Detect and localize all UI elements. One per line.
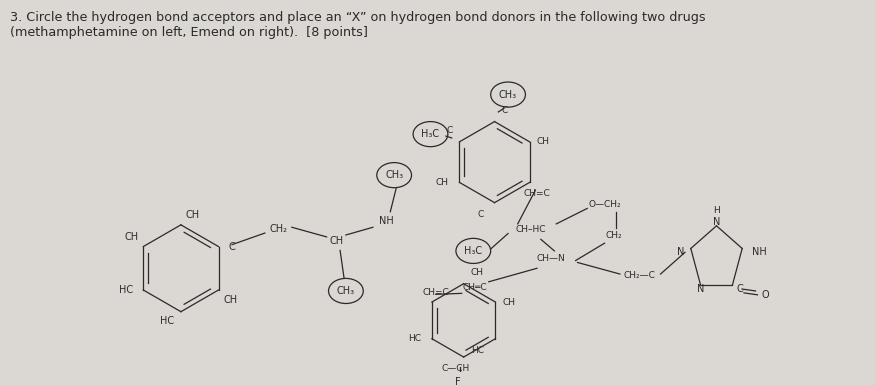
Text: NH: NH xyxy=(379,216,394,226)
Text: F: F xyxy=(455,377,460,385)
Text: C: C xyxy=(228,241,235,251)
Text: CH=C: CH=C xyxy=(423,288,449,297)
Text: CH=C: CH=C xyxy=(524,189,550,199)
Text: CH: CH xyxy=(223,295,237,305)
Text: CH₃: CH₃ xyxy=(385,170,403,180)
Text: CH: CH xyxy=(436,178,449,187)
Text: CH₃: CH₃ xyxy=(499,90,517,100)
Text: C: C xyxy=(478,210,484,219)
Text: HC: HC xyxy=(408,334,421,343)
Text: CH═C: CH═C xyxy=(463,283,487,292)
Text: CH—N: CH—N xyxy=(536,254,565,263)
Text: CH–HC: CH–HC xyxy=(516,225,547,234)
Text: N: N xyxy=(696,284,704,294)
Text: CH₃: CH₃ xyxy=(337,286,355,296)
Text: C: C xyxy=(501,105,507,114)
Text: HC: HC xyxy=(160,316,174,326)
Text: H: H xyxy=(713,206,720,215)
Text: O: O xyxy=(761,290,769,300)
Text: C: C xyxy=(737,284,744,294)
Text: 3. Circle the hydrogen bond acceptors and place an “X” on hydrogen bond donors i: 3. Circle the hydrogen bond acceptors an… xyxy=(10,11,706,24)
Text: N: N xyxy=(713,217,720,227)
Text: C: C xyxy=(446,126,453,135)
Text: CH: CH xyxy=(502,298,515,306)
Text: HC: HC xyxy=(472,346,485,355)
Text: CH: CH xyxy=(536,137,550,146)
Text: (methamphetamine on left, Emend on right).  [8 points]: (methamphetamine on left, Emend on right… xyxy=(10,26,368,39)
Text: O—CH₂: O—CH₂ xyxy=(588,200,621,209)
Text: H₃C: H₃C xyxy=(465,246,482,256)
Text: NH: NH xyxy=(752,247,766,257)
Text: N: N xyxy=(677,247,685,257)
Text: CH: CH xyxy=(471,268,484,277)
Text: CH: CH xyxy=(124,232,139,242)
Text: H₃C: H₃C xyxy=(422,129,439,139)
Text: CH: CH xyxy=(186,210,200,220)
Text: CH₂: CH₂ xyxy=(606,231,622,240)
Text: C—CH: C—CH xyxy=(442,364,470,373)
Text: CH₂: CH₂ xyxy=(270,224,287,234)
Text: HC: HC xyxy=(119,285,133,295)
Text: CH: CH xyxy=(329,236,343,246)
Text: CH₂—C: CH₂—C xyxy=(623,271,655,281)
